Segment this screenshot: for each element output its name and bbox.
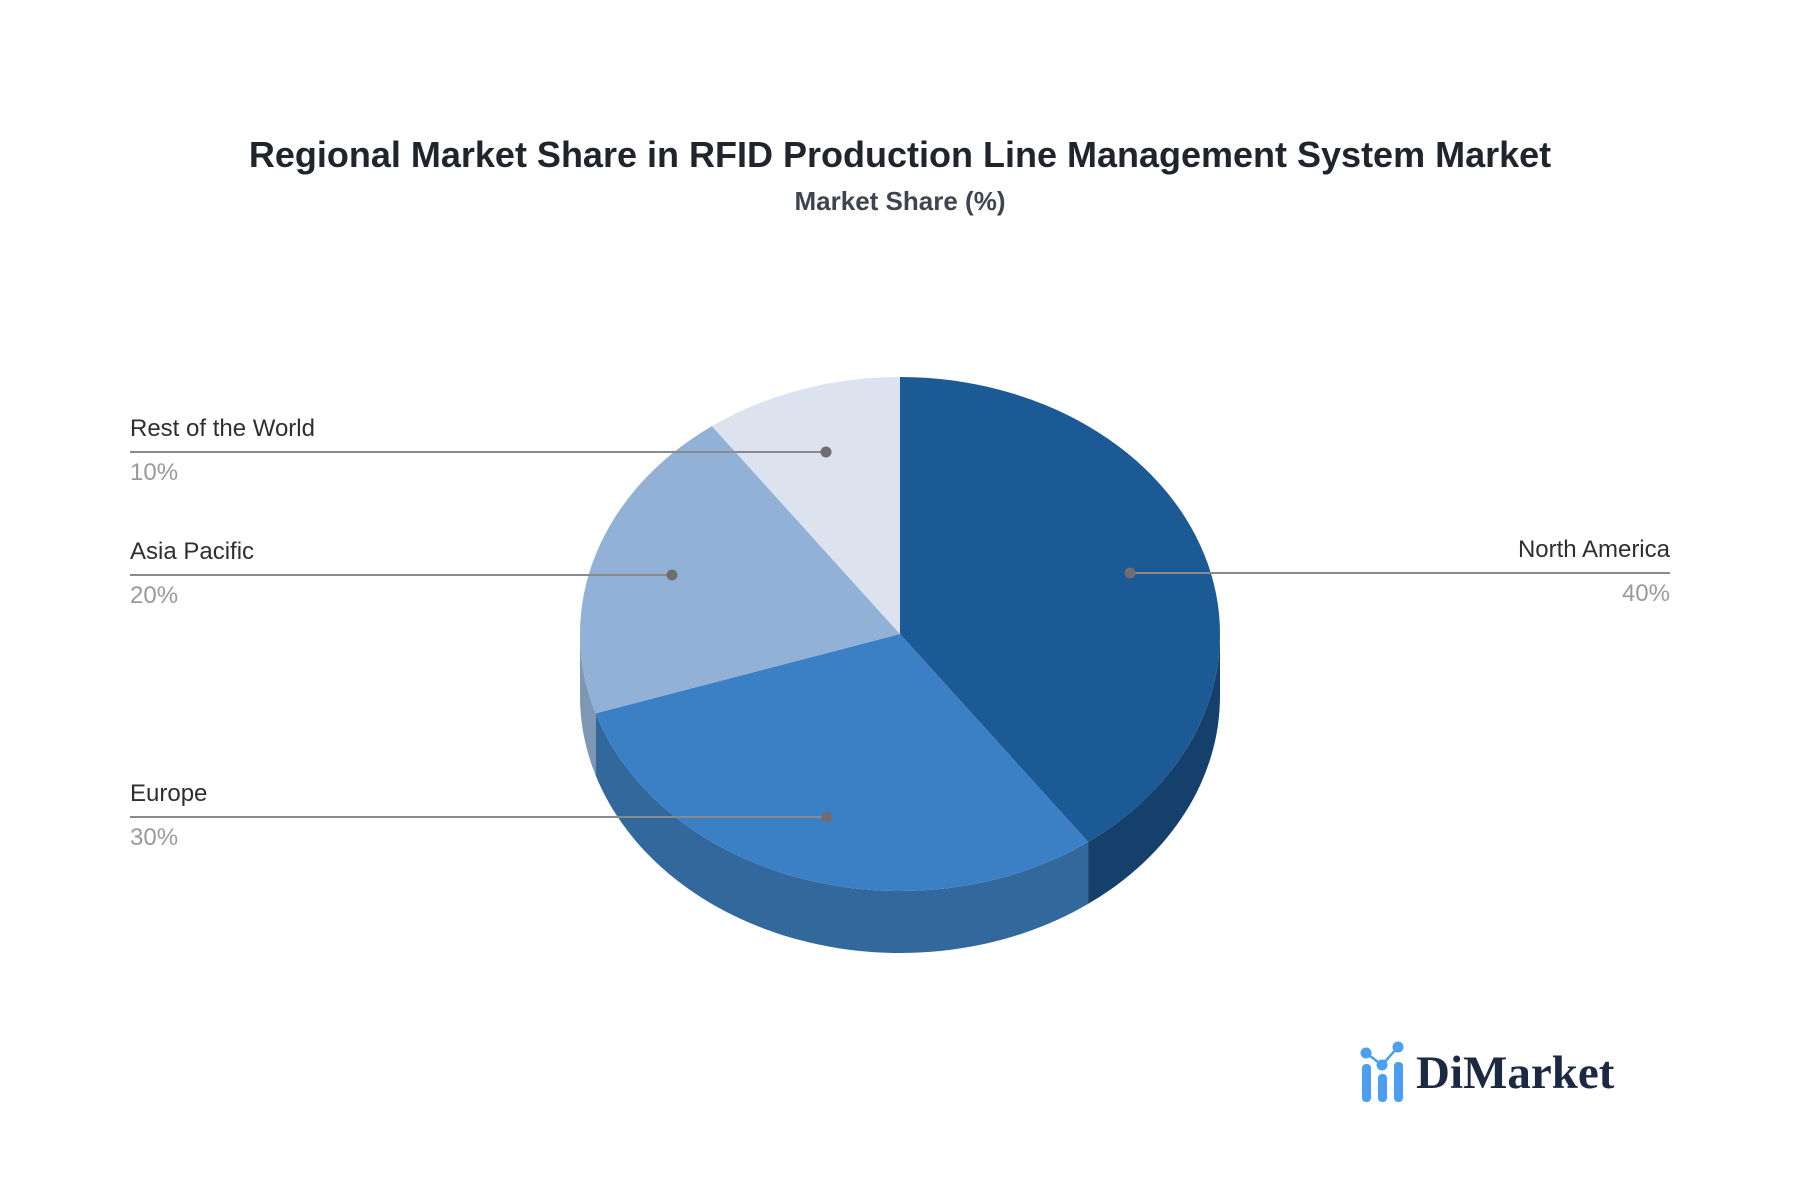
pie-slice-north-america	[900, 377, 1221, 842]
pie-slice-europe	[595, 634, 1089, 892]
pie-slice-asia-pacific	[579, 426, 900, 714]
bar-line-chart-icon	[1360, 1041, 1404, 1102]
callout-label-europe: Europe	[130, 780, 208, 807]
leader-dot-rest-of-the-world	[820, 446, 832, 458]
callout-label-north-america: North America	[1517, 536, 1670, 563]
leader-dot-europe	[821, 811, 833, 823]
callout-value-rest-of-world: 10%	[130, 459, 179, 486]
chart-subtitle: Market Share (%)	[794, 186, 1006, 216]
callout-value-asia-pacific: 20%	[130, 582, 179, 609]
pie-slice-side-asia-pacific	[580, 634, 596, 776]
leader-dot-north-america	[1124, 567, 1136, 579]
callout-value-europe: 30%	[130, 824, 179, 851]
callout-label-asia-pacific: Asia Pacific	[130, 538, 255, 565]
callout-label-rest-of-world: Rest of the World	[130, 415, 315, 442]
chart-title: Regional Market Share in RFID Production…	[248, 134, 1552, 175]
pie-slice-rest-of-the-world	[711, 377, 900, 634]
pie-slice-side-north-america	[1088, 634, 1220, 904]
leader-dot-asia-pacific	[666, 569, 678, 581]
pie-slice-side-europe	[595, 713, 1089, 954]
logo-wordmark: DiMarket	[1416, 1047, 1615, 1099]
dimarket-logo: DiMarket	[1360, 1040, 1614, 1106]
callout-value-north-america: 40%	[1621, 580, 1670, 607]
